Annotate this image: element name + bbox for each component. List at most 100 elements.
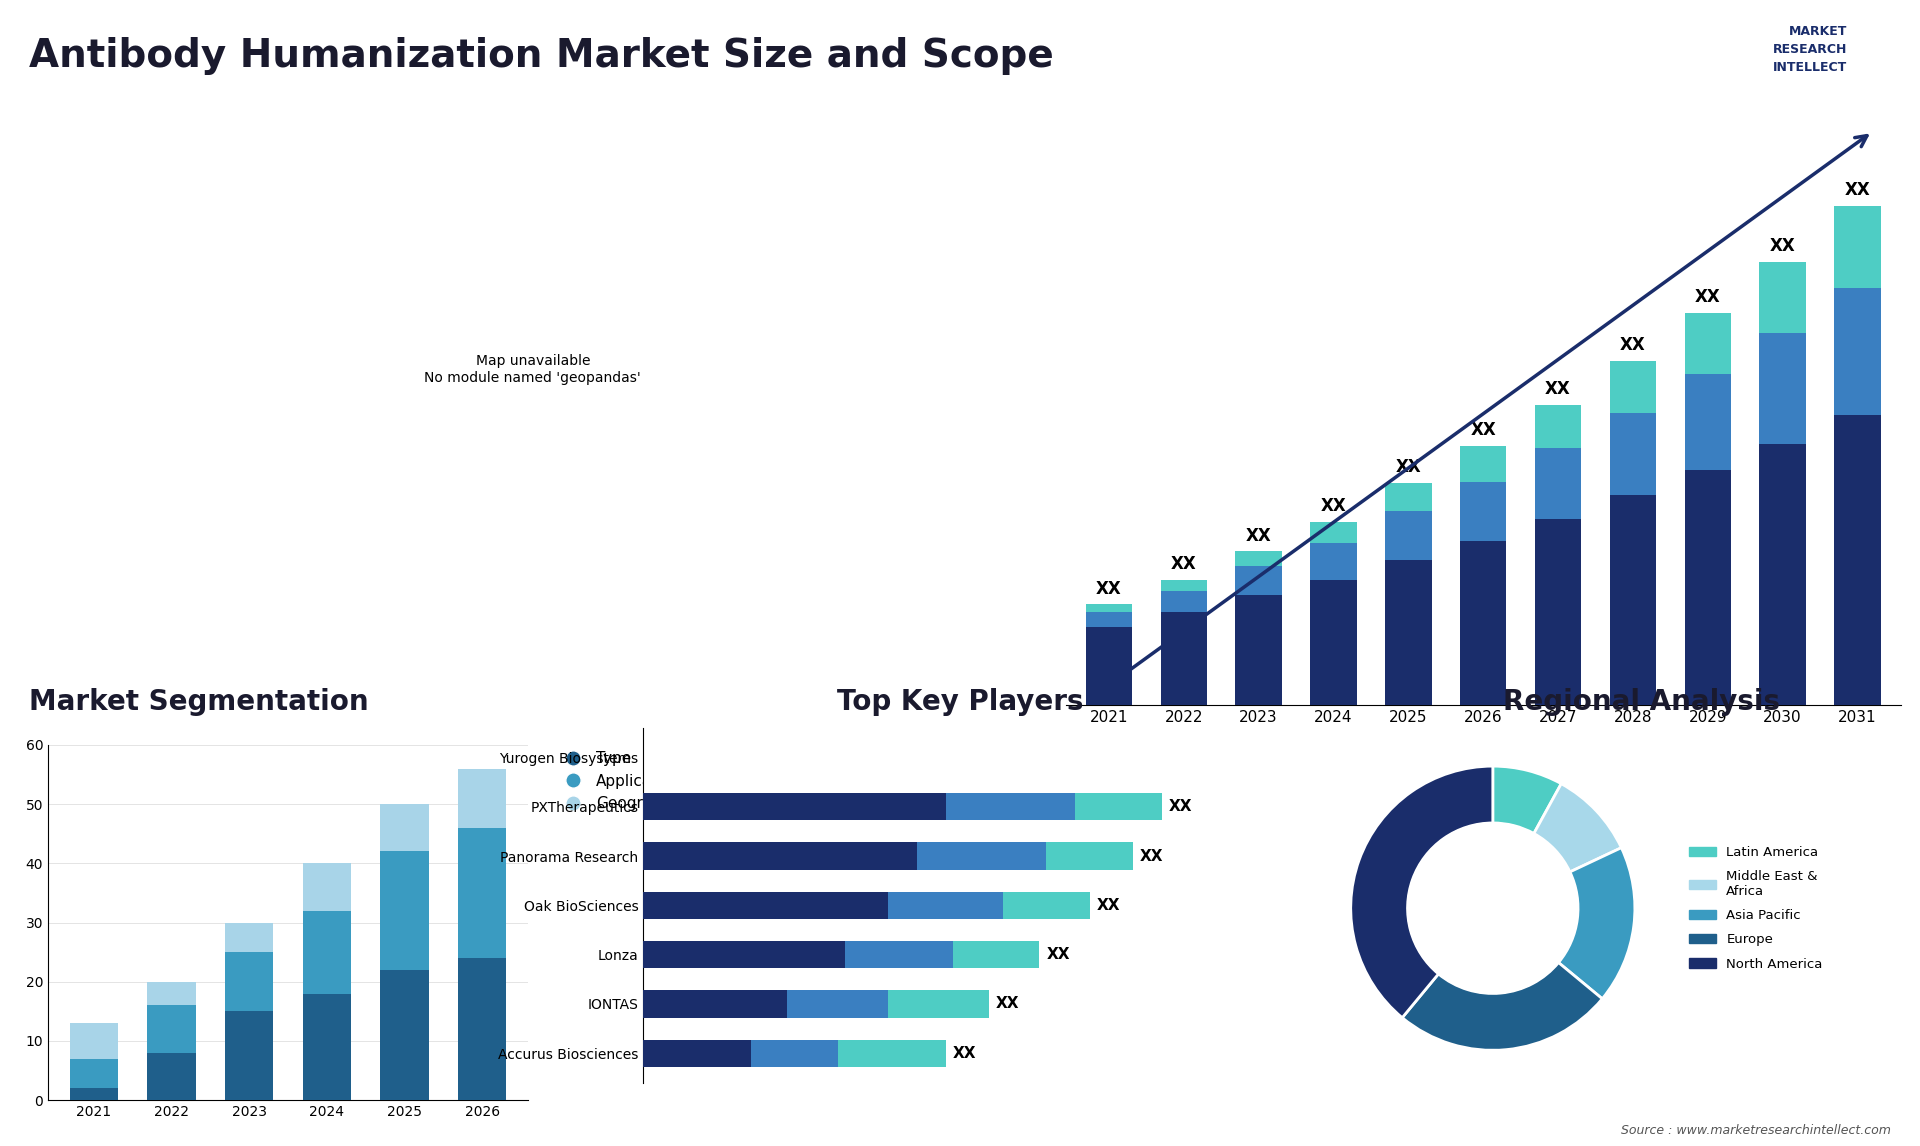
Bar [225, 923, 273, 952]
Text: XX: XX [1471, 421, 1496, 439]
Bar [1684, 374, 1732, 470]
Bar [380, 851, 428, 970]
Bar [1684, 470, 1732, 705]
Text: XX: XX [952, 1046, 975, 1061]
Text: XX: XX [1396, 458, 1421, 477]
Legend: Latin America, Middle East &
Africa, Asia Pacific, Europe, North America: Latin America, Middle East & Africa, Asi… [1684, 840, 1828, 976]
Bar [787, 990, 889, 1018]
Bar [148, 982, 196, 1005]
Bar [1459, 541, 1507, 705]
Bar [643, 990, 787, 1018]
Bar [1534, 448, 1582, 519]
Bar [643, 842, 918, 870]
Text: Regional Analysis: Regional Analysis [1503, 689, 1780, 716]
Bar [1004, 892, 1091, 919]
Bar [1087, 627, 1133, 705]
Text: XX: XX [1695, 288, 1720, 306]
Text: MARKET
RESEARCH
INTELLECT: MARKET RESEARCH INTELLECT [1772, 25, 1847, 74]
Bar [1834, 288, 1880, 415]
Bar [1684, 313, 1732, 374]
Bar [751, 1039, 837, 1067]
Bar [303, 994, 351, 1100]
Bar [69, 1059, 117, 1089]
Bar [1609, 413, 1657, 495]
Text: XX: XX [1246, 527, 1271, 544]
Wedge shape [1402, 963, 1603, 1050]
Wedge shape [1352, 767, 1494, 1018]
Text: Market Segmentation: Market Segmentation [29, 689, 369, 716]
Bar [1309, 542, 1357, 580]
Text: XX: XX [1845, 181, 1870, 199]
Bar [1046, 842, 1133, 870]
Bar [1309, 580, 1357, 705]
Bar [1384, 559, 1432, 705]
Text: XX: XX [1096, 897, 1119, 913]
Bar [1235, 566, 1283, 595]
Text: XX: XX [1096, 580, 1121, 597]
Bar [1162, 591, 1208, 612]
Bar [1075, 793, 1162, 821]
Text: Top Key Players: Top Key Players [837, 689, 1083, 716]
Bar [225, 952, 273, 1011]
Text: Antibody Humanization Market Size and Scope: Antibody Humanization Market Size and Sc… [29, 37, 1054, 74]
Bar [918, 842, 1046, 870]
Bar [1609, 495, 1657, 705]
Bar [1235, 551, 1283, 566]
Bar [889, 892, 1004, 919]
Bar [459, 769, 507, 827]
Bar [1534, 519, 1582, 705]
Text: Source : www.marketresearchintellect.com: Source : www.marketresearchintellect.com [1620, 1124, 1891, 1137]
Legend: Type, Application, Geography: Type, Application, Geography [553, 745, 687, 817]
Bar [1087, 604, 1133, 612]
Bar [1459, 446, 1507, 481]
Bar [225, 1011, 273, 1100]
Bar [1162, 612, 1208, 705]
Text: XX: XX [1140, 848, 1164, 864]
Bar [643, 1039, 751, 1067]
Bar [837, 1039, 947, 1067]
Bar [643, 941, 845, 968]
Wedge shape [1559, 848, 1634, 999]
Bar [1087, 612, 1133, 627]
Bar [1235, 595, 1283, 705]
Bar [1384, 482, 1432, 511]
Circle shape [1407, 823, 1578, 994]
Text: XX: XX [996, 997, 1020, 1012]
Bar [1534, 405, 1582, 448]
Bar [889, 990, 989, 1018]
Bar [69, 1089, 117, 1100]
Bar [1162, 580, 1208, 591]
Text: XX: XX [1321, 497, 1346, 515]
Text: XX: XX [1546, 380, 1571, 398]
Bar [643, 793, 947, 821]
Bar [380, 970, 428, 1100]
Bar [69, 1023, 117, 1059]
Bar [1609, 361, 1657, 413]
Text: XX: XX [1046, 947, 1069, 963]
Bar [643, 892, 889, 919]
Bar [303, 911, 351, 994]
Bar [947, 793, 1075, 821]
Wedge shape [1534, 784, 1620, 872]
Bar [952, 941, 1039, 968]
Bar [1759, 445, 1805, 705]
Bar [459, 827, 507, 958]
Bar [1759, 262, 1805, 332]
Bar [303, 863, 351, 911]
Bar [1384, 511, 1432, 559]
Bar [845, 941, 952, 968]
Text: XX: XX [1620, 336, 1645, 354]
Bar [1834, 206, 1880, 288]
Bar [1309, 521, 1357, 542]
Bar [148, 1053, 196, 1100]
Wedge shape [1492, 767, 1561, 833]
Text: Map unavailable
No module named 'geopandas': Map unavailable No module named 'geopand… [424, 354, 641, 385]
Text: XX: XX [1770, 237, 1795, 256]
Bar [459, 958, 507, 1100]
Bar [148, 1005, 196, 1053]
Bar [1459, 481, 1507, 541]
Text: XX: XX [1171, 555, 1196, 573]
Text: XX: XX [1169, 799, 1192, 814]
Bar [380, 804, 428, 851]
Bar [1834, 415, 1880, 705]
